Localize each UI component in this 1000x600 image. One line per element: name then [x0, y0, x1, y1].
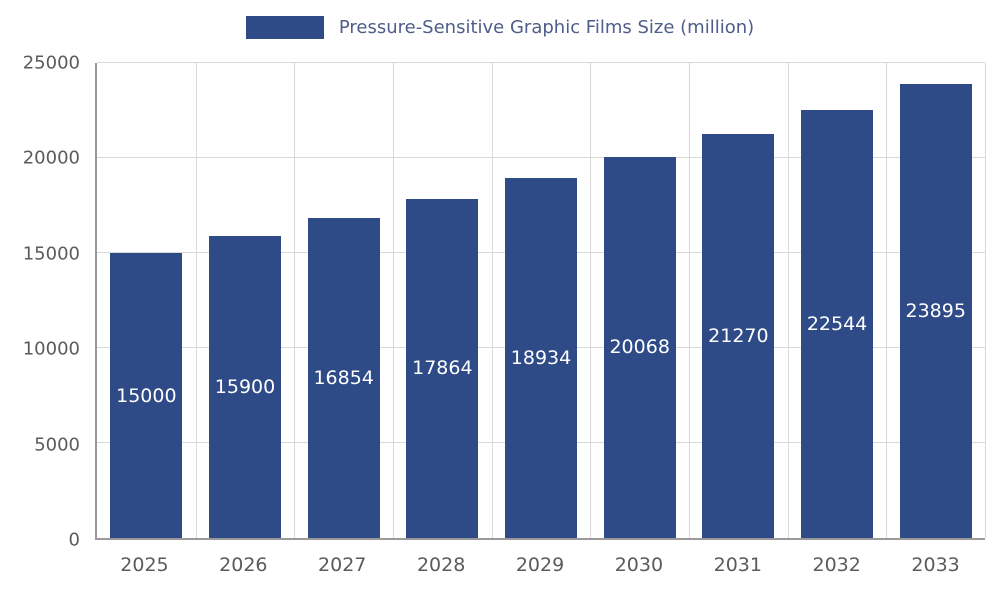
bar-value-label: 20068 [609, 336, 670, 359]
vertical-gridline [688, 63, 690, 538]
vertical-gridline [392, 63, 394, 538]
bar[interactable]: 16854 [307, 217, 380, 538]
y-tick-label: 25000 [22, 52, 80, 74]
plot-area: 15000 15900 16854 17864 18934 20068 21270 22544… [95, 62, 986, 540]
bar[interactable]: 21270 [702, 133, 775, 538]
bar-value-label: 21270 [708, 324, 769, 347]
vertical-gridline [590, 63, 592, 538]
bars: 15000 15900 16854 17864 18934 20068 21270 22544… [97, 63, 985, 538]
x-tick-label: 2026 [219, 554, 268, 576]
bar-value-label: 15900 [214, 375, 276, 398]
y-tick-label: 0 [68, 529, 80, 551]
bar-value-label: 15000 [116, 384, 177, 407]
vertical-gridline [294, 63, 296, 538]
bar-value-label: 17864 [412, 357, 473, 380]
x-tick-label: 2029 [515, 554, 565, 576]
bar[interactable]: 15000 [110, 253, 183, 538]
bar-slot: 16854 [294, 63, 393, 538]
y-tick-label: 10000 [22, 338, 80, 360]
bar-slot: 18934 [492, 63, 591, 538]
bar-slot: 15000 [97, 63, 196, 538]
bar-value-label: 16854 [313, 366, 374, 389]
horizontal-gridline [97, 62, 985, 63]
vertical-gridline [985, 63, 986, 538]
y-tick-label: 20000 [22, 147, 80, 169]
bar-slot: 23895 [886, 63, 985, 538]
x-tick-label: 2032 [812, 554, 861, 576]
vertical-gridline [195, 63, 197, 538]
bar-slot: 20068 [590, 63, 689, 538]
bar-slot: 22544 [788, 63, 887, 538]
bar-slot: 15900 [196, 63, 295, 538]
bar[interactable]: 18934 [505, 178, 578, 538]
bar[interactable]: 17864 [406, 198, 479, 538]
chart-legend[interactable]: Pressure-Sensitive Graphic Films Size (m… [0, 16, 1000, 39]
bar-value-label: 18934 [510, 347, 572, 370]
x-tick-label: 2027 [318, 554, 367, 576]
x-tick-label: 2025 [120, 554, 169, 576]
bar[interactable]: 15900 [209, 235, 282, 538]
x-axis-labels: 2025 2026 2027 2028 2029 2030 2031 2032 2033 [95, 554, 985, 576]
bar[interactable]: 22544 [801, 109, 874, 538]
bar-slot: 17864 [393, 63, 492, 538]
x-tick-label: 2031 [713, 554, 762, 576]
bar-value-label: 23895 [905, 300, 966, 322]
vertical-gridline [886, 63, 888, 538]
bar-value-label: 22544 [806, 312, 868, 335]
horizontal-gridline [97, 157, 985, 158]
y-tick-label: 15000 [22, 243, 80, 265]
legend-label: Pressure-Sensitive Graphic Films Size (m… [338, 17, 755, 38]
y-axis-labels: 0 5000 10000 15000 20000 25000 [0, 53, 80, 551]
bar[interactable]: 23895 [899, 84, 972, 538]
legend-swatch-icon [245, 16, 324, 39]
bar[interactable]: 20068 [603, 156, 676, 538]
bar-slot: 21270 [689, 63, 788, 538]
x-tick-label: 2030 [614, 554, 664, 576]
x-tick-label: 2033 [911, 554, 960, 576]
y-tick-label: 5000 [34, 434, 80, 456]
vertical-gridline [787, 63, 789, 538]
vertical-gridline [491, 63, 493, 538]
x-tick-label: 2028 [416, 554, 466, 576]
